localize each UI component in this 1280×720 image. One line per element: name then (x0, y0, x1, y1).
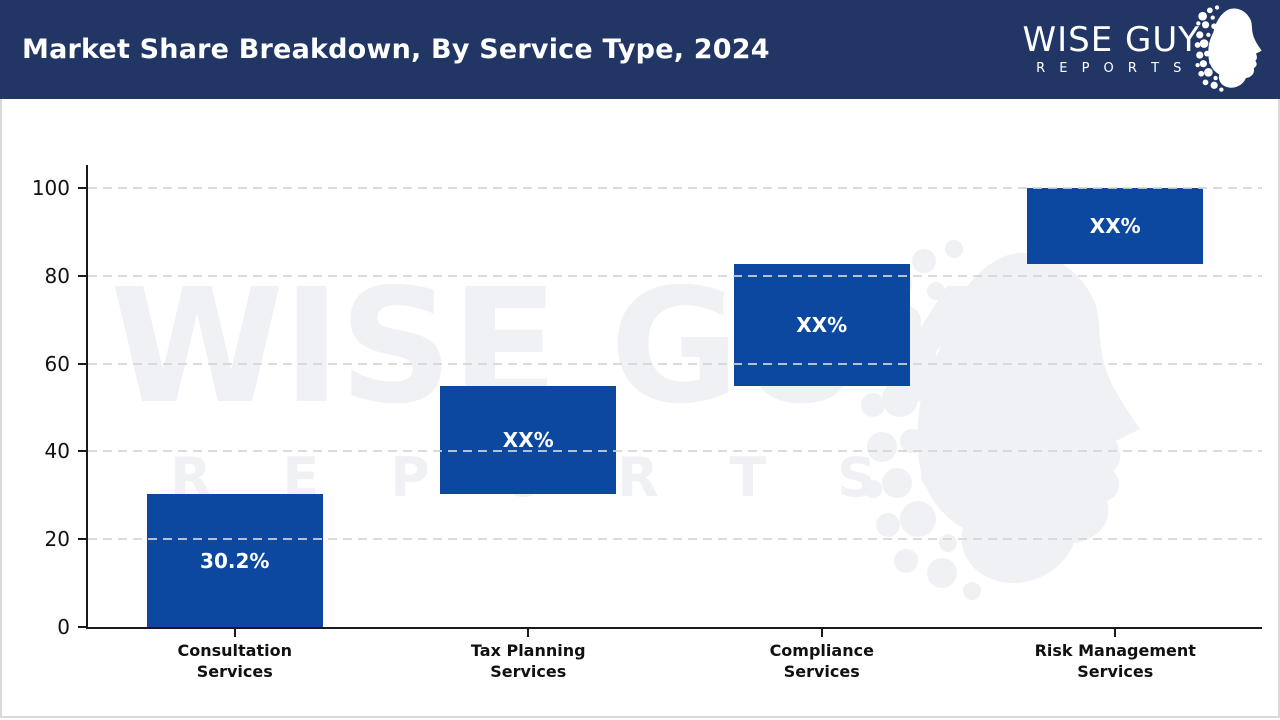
logo-wordmark: WISE GUY (1022, 20, 1200, 61)
x-tick (527, 629, 530, 637)
bar-value-label: XX% (1089, 213, 1141, 238)
bar (440, 385, 617, 495)
header-bar: Market Share Breakdown, By Service Type,… (0, 0, 1280, 99)
y-tick-label: 20 (44, 527, 70, 552)
x-category-label: Tax Planning Services (408, 640, 648, 682)
x-category-line: Services (783, 662, 860, 681)
x-category-line: Consultation (177, 641, 292, 660)
chart-canvas: WISE GUY R E P O R T S 02040608010030.2%… (0, 99, 1280, 718)
page-title: Market Share Breakdown, By Service Type,… (22, 34, 770, 65)
logo-text: WISE GUY R E P O R T S (1022, 20, 1200, 76)
y-tick (78, 187, 86, 189)
y-tick (78, 626, 86, 628)
x-category-label: Compliance Services (702, 640, 942, 682)
x-tick (233, 629, 236, 637)
y-tick-label: 100 (31, 176, 70, 200)
brand-logo: WISE GUY R E P O R T S (1022, 3, 1266, 97)
bar-value-label: 30.2% (200, 548, 270, 573)
y-tick-label: 60 (44, 351, 70, 376)
x-category-line: Services (1077, 662, 1154, 681)
logo-tagline: R E P O R T S (1036, 60, 1187, 76)
gridline (88, 450, 1262, 453)
x-tick (820, 629, 823, 637)
y-tick-label: 40 (44, 439, 70, 464)
x-category-label: Risk Management Services (995, 640, 1235, 682)
gridline (88, 538, 1262, 541)
x-category-line: Services (196, 662, 273, 681)
x-category-line: Services (490, 662, 567, 681)
x-category-label: Consultation Services (115, 640, 355, 682)
y-tick-label: 0 (57, 615, 70, 639)
x-category-line: Risk Management (1034, 641, 1196, 660)
x-axis-spine (86, 627, 1262, 629)
dotted-head-icon (1194, 3, 1266, 97)
bar (146, 494, 323, 627)
waterfall-chart: 0 20 40 60 80 100 30.2% Consultation Services XX%… (0, 99, 1280, 718)
y-tick (78, 450, 86, 453)
bar-value-label: XX% (796, 312, 848, 337)
bar-value-label: XX% (502, 427, 554, 452)
x-category-line: Tax Planning (470, 641, 586, 660)
y-tick-label: 80 (44, 263, 70, 288)
y-tick (78, 538, 86, 541)
gridline (88, 187, 1262, 189)
gridline (88, 362, 1262, 365)
gridline (88, 274, 1262, 277)
y-axis-spine (86, 165, 88, 629)
x-category-line: Compliance (769, 641, 874, 660)
y-tick (78, 274, 86, 277)
y-tick (78, 362, 86, 365)
x-tick (1114, 629, 1117, 637)
